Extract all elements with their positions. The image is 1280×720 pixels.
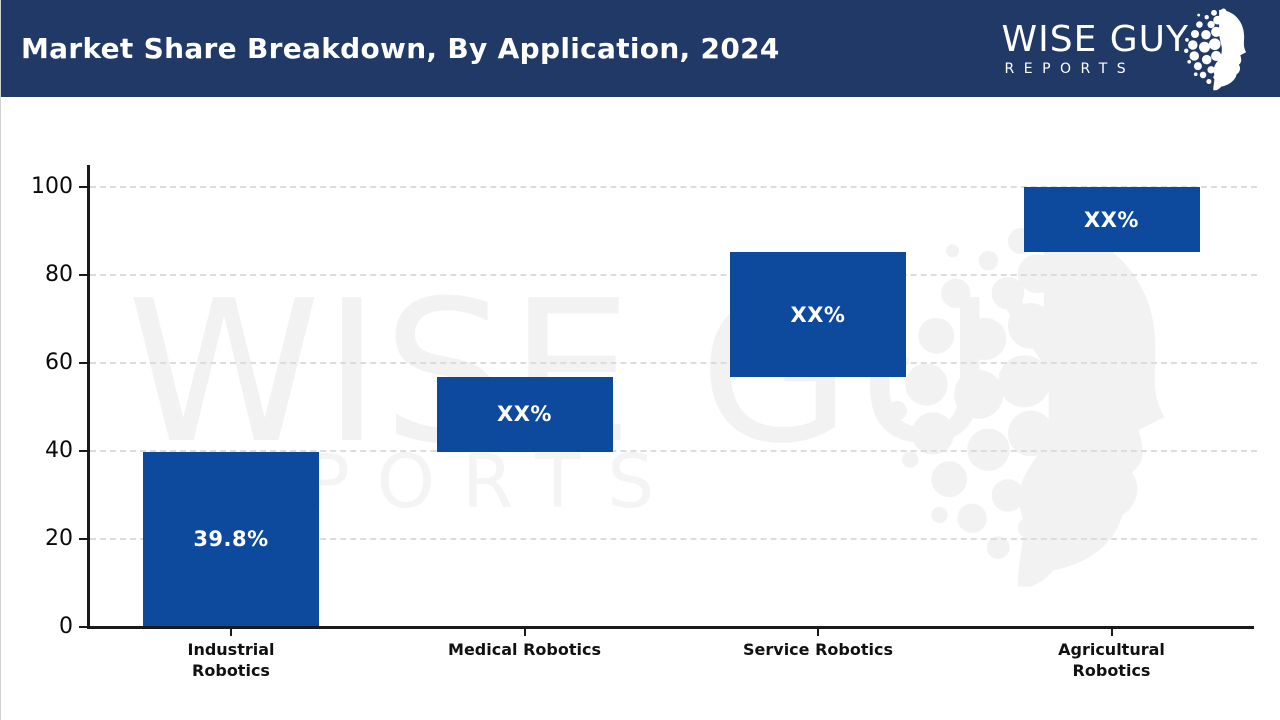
y-tick-0 bbox=[79, 626, 88, 628]
bar-value-label-agricultural-robotics: XX% bbox=[1084, 207, 1139, 232]
bar-service-robotics: XX% bbox=[730, 252, 906, 378]
bar-industrial-robotics: 39.8% bbox=[143, 451, 319, 627]
y-tick-80 bbox=[79, 274, 88, 276]
gridline-20 bbox=[90, 538, 1257, 540]
gridline-60 bbox=[90, 362, 1257, 364]
bar-value-label-industrial-robotics: 39.8% bbox=[193, 527, 269, 552]
x-label-medical-robotics: Medical Robotics bbox=[448, 640, 601, 659]
x-label-agricultural-robotics: Agricultural Robotics bbox=[1058, 640, 1165, 681]
x-tick-industrial-robotics bbox=[230, 628, 232, 636]
x-tick-agricultural-robotics bbox=[1110, 628, 1113, 636]
y-tick-label-60: 60 bbox=[45, 350, 73, 375]
y-tick-20 bbox=[79, 538, 88, 540]
x-label-service-robotics: Service Robotics bbox=[743, 640, 893, 659]
x-tick-medical-robotics bbox=[523, 628, 526, 636]
y-tick-label-40: 40 bbox=[45, 438, 73, 463]
header: Market Share Breakdown, By Application, … bbox=[1, 0, 1280, 97]
y-axis-line bbox=[87, 165, 90, 627]
x-axis-line bbox=[87, 626, 1254, 629]
y-tick-label-80: 80 bbox=[45, 262, 73, 287]
waterfall-chart: WISE GUY REPORTS 0 20 40 60 80 100 39.8% Indust… bbox=[1, 97, 1280, 720]
y-tick-40 bbox=[79, 450, 88, 452]
y-tick-label-0: 0 bbox=[59, 614, 73, 639]
logo-face-icon bbox=[1177, 7, 1251, 91]
y-tick-label-20: 20 bbox=[45, 526, 73, 551]
y-tick-label-100: 100 bbox=[31, 174, 73, 199]
logo-subtext: REPORTS bbox=[1004, 60, 1136, 77]
logo-wordmark: WISE GUY bbox=[1001, 18, 1189, 60]
bar-value-label-medical-robotics: XX% bbox=[497, 402, 552, 427]
x-tick-service-robotics bbox=[817, 628, 819, 636]
gridline-80 bbox=[90, 274, 1257, 276]
x-label-industrial-robotics: Industrial Robotics bbox=[187, 640, 275, 681]
wise-guy-logo: WISE GUY REPORTS bbox=[1002, 7, 1252, 91]
gridline-100 bbox=[90, 186, 1257, 188]
logo-text: WISE GUY REPORTS bbox=[1001, 18, 1190, 77]
bar-agricultural-robotics: XX% bbox=[1023, 187, 1200, 253]
page-title: Market Share Breakdown, By Application, … bbox=[21, 32, 780, 65]
y-tick-100 bbox=[79, 186, 88, 188]
y-tick-60 bbox=[79, 362, 88, 364]
gridline-40 bbox=[90, 450, 1257, 452]
bar-value-label-service-robotics: XX% bbox=[790, 302, 846, 327]
bar-medical-robotics: XX% bbox=[436, 377, 613, 452]
